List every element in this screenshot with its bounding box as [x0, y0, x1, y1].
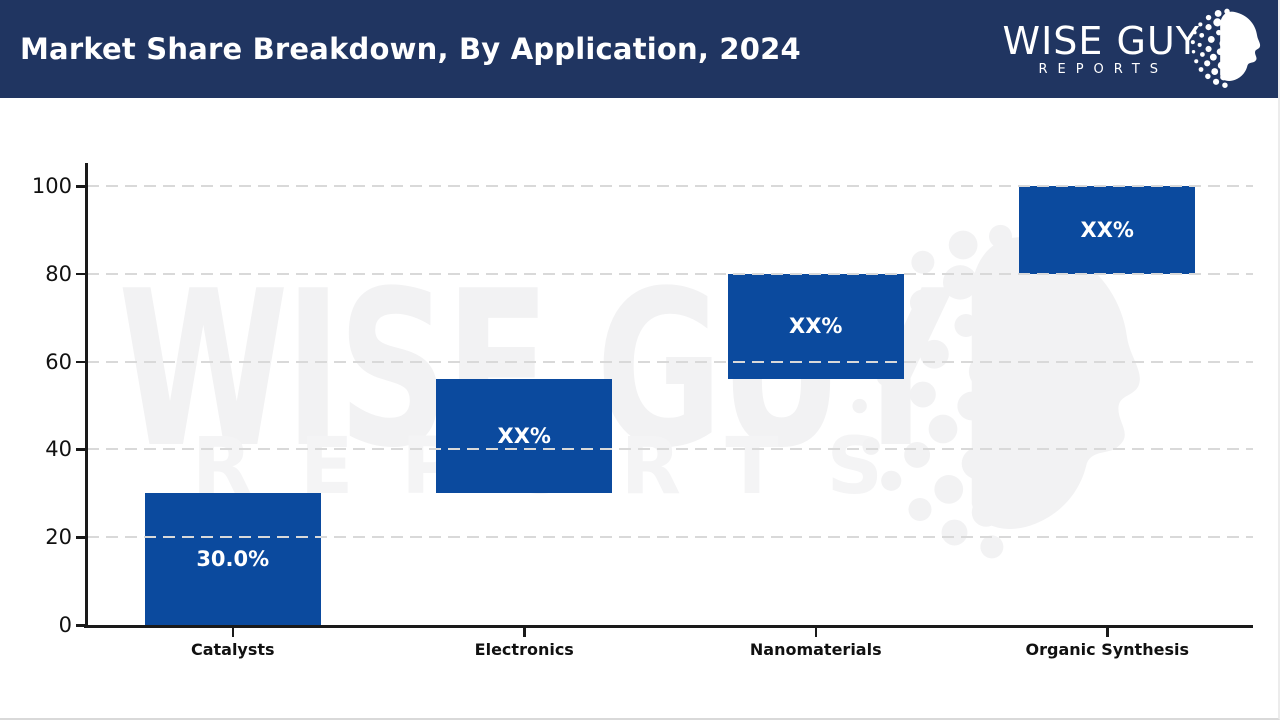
y-axis-line	[85, 163, 88, 628]
y-tick-100	[76, 185, 85, 188]
gridline-60	[87, 360, 1253, 363]
page-title: Market Share Breakdown, By Application, …	[20, 32, 801, 66]
bar-electronics	[436, 379, 613, 494]
y-tick-80	[76, 272, 85, 276]
y-tick-label-80: 80	[45, 261, 72, 286]
x-axis-line	[84, 625, 1253, 628]
y-tick-label-60: 60	[45, 349, 72, 374]
y-tick-20	[76, 536, 85, 539]
bar-organic-synthesis	[1019, 186, 1196, 274]
gridline-20	[87, 536, 1253, 539]
x-tick-0	[231, 628, 235, 637]
x-tick-3	[1106, 628, 1109, 637]
y-tick-0	[76, 624, 85, 627]
x-tick-2	[814, 628, 818, 637]
x-category-label: Organic Synthesis	[1025, 640, 1189, 659]
y-tick-40	[76, 448, 85, 451]
y-tick-60	[76, 360, 85, 364]
y-tick-label-0: 0	[58, 613, 72, 637]
x-tick-1	[523, 628, 526, 637]
brand-logo: WISE GUY REPORTS	[1003, 8, 1268, 90]
gridline-80	[87, 272, 1253, 275]
gridline-100	[87, 185, 1253, 187]
gridline-40	[87, 448, 1253, 451]
header-bar: Market Share Breakdown, By Application, …	[0, 0, 1278, 98]
bar-value-label: XX%	[789, 314, 843, 339]
y-tick-label-100: 100	[31, 174, 72, 198]
bar-catalysts	[144, 493, 321, 625]
logo-wordmark: WISE GUY	[1002, 19, 1200, 63]
bar-value-label: XX%	[1080, 217, 1134, 242]
y-tick-label-20: 20	[45, 525, 72, 550]
bar-value-label: XX%	[497, 424, 551, 449]
y-tick-label-40: 40	[45, 437, 72, 462]
x-category-label: Nanomaterials	[749, 640, 882, 659]
bar-value-label: 30.0%	[196, 547, 270, 572]
x-category-label: Electronics	[474, 640, 574, 659]
head-dots-icon	[1190, 8, 1261, 88]
x-category-label: Catalysts	[190, 640, 275, 659]
logo-subtext: REPORTS	[1038, 62, 1169, 77]
